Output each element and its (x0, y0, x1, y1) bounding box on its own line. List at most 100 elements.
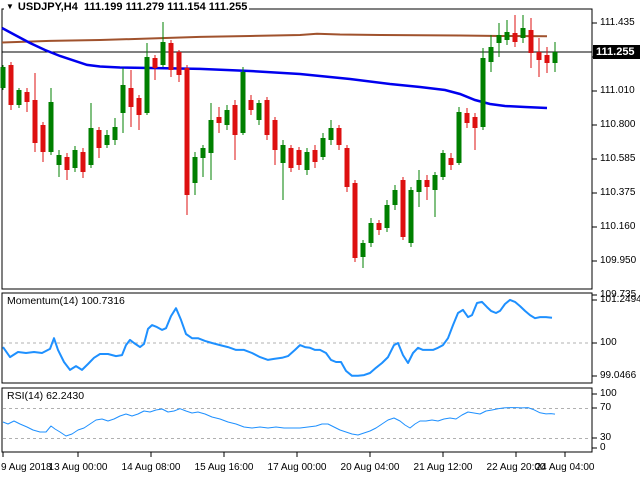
candle-body-bull (392, 190, 398, 205)
candle-body-bull (384, 204, 390, 228)
candle-body-bull (88, 127, 94, 165)
candle-body-bull (416, 179, 422, 192)
candle-body-bull (320, 138, 326, 157)
rsi-axis-label: 100 (600, 388, 617, 399)
candle-wick (202, 144, 204, 177)
candle-body-bull (456, 111, 462, 163)
momentum-indicator-label: Momentum(14) 100.7316 (6, 295, 126, 307)
candle-body-bear (128, 87, 134, 107)
candle-body-bull (488, 47, 494, 63)
candle-body-bull (56, 155, 62, 165)
candle-body-bull (0, 67, 6, 88)
candle-body-bull (112, 127, 118, 140)
candle-body-bull (480, 58, 486, 127)
price-axis-label: 111.435 (600, 17, 635, 28)
candle-body-bull (408, 190, 414, 243)
candle-body-bull (520, 27, 526, 39)
price-axis-label: 110.375 (600, 187, 636, 198)
candle-body-bear (136, 98, 142, 115)
momentum-axis-label: 99.0466 (600, 370, 637, 381)
price-axis-label: 109.735 (600, 289, 637, 300)
candle-body-bull (120, 84, 126, 113)
current-price-badge: 111.255 (593, 45, 640, 59)
symbol-dropdown-icon[interactable]: ▼ (6, 2, 14, 11)
candle-body-bear (536, 51, 542, 60)
candle-body-bull (224, 110, 230, 125)
ohlc-values-label: 111.199 111.279 111.154 111.255 (83, 1, 248, 13)
time-axis-label: 22 Aug 20:00 (486, 462, 546, 473)
candle-body-bear (376, 223, 382, 231)
rsi-panel-frame (1, 387, 593, 453)
candle-body-bull (304, 151, 310, 171)
rsi-indicator-label: RSI(14) 62.2430 (6, 390, 86, 402)
candle-body-bear (312, 150, 318, 163)
candle-body-bull (440, 152, 446, 177)
price-axis-label: 111.010 (600, 85, 635, 96)
rsi-axis-label: 70 (600, 402, 612, 413)
candle-body-bull (240, 71, 246, 133)
candle-body-bear (288, 147, 294, 168)
candle-body-bull (16, 90, 22, 105)
candle-body-bear (448, 158, 454, 165)
candle-body-bull (504, 31, 510, 40)
price-axis-label: 110.585 (600, 153, 636, 164)
momentum-panel-frame (1, 292, 593, 384)
candle-wick (434, 171, 436, 217)
candle-body-bull (72, 150, 78, 168)
candle-body-bear (168, 43, 174, 71)
candle-body-bear (336, 127, 342, 145)
candle-body-bear (464, 112, 470, 123)
candle-body-bear (544, 55, 550, 63)
candle-body-bull (48, 102, 54, 152)
candle-body-bull (552, 51, 558, 63)
candle-body-bull (104, 135, 110, 145)
momentum-axis-label: 101.2494 (600, 294, 640, 305)
candle-wick (474, 112, 476, 151)
candle-body-bull (368, 223, 374, 243)
candle-body-bear (216, 116, 222, 123)
candle-body-bear (264, 99, 270, 135)
candle-body-bull (432, 175, 438, 191)
candle-body-bull (360, 243, 366, 257)
rsi-axis-label: 30 (600, 432, 612, 443)
current-price-value: 111.255 (596, 46, 635, 58)
candle-body-bear (472, 116, 478, 128)
candle-body-bear (176, 51, 182, 75)
candle-body-bear (296, 150, 302, 165)
candle-body-bear (248, 99, 254, 111)
rsi-axis-label: 0 (600, 442, 606, 453)
rsi-line (2, 407, 556, 437)
candle-body-bull (160, 42, 166, 65)
time-axis-label: 9 Aug 2018 (1, 462, 52, 473)
candle-body-bear (344, 147, 350, 187)
price-axis-label: 110.800 (600, 119, 636, 130)
candle-body-bull (496, 35, 502, 43)
candle-body-bear (352, 183, 358, 259)
candle-body-bear (8, 64, 14, 105)
candle-body-bear (424, 179, 430, 187)
candle-body-bear (400, 179, 406, 237)
time-axis-label: 15 Aug 16:00 (194, 462, 254, 473)
momentum-axis-label: 100 (600, 337, 617, 348)
time-axis-label: 14 Aug 08:00 (121, 462, 181, 473)
time-axis-label: 21 Aug 12:00 (413, 462, 473, 473)
momentum-line (2, 298, 553, 377)
candle-wick (426, 175, 428, 200)
candle-body-bull (256, 103, 262, 120)
candle-body-bear (184, 67, 190, 195)
price-axis-label: 109.950 (600, 255, 637, 266)
fast-ma-line (1, 26, 548, 110)
candle-body-bull (280, 144, 286, 163)
candle-body-bull (192, 156, 198, 183)
candle-body-bear (232, 104, 238, 135)
candle-body-bear (80, 151, 86, 172)
chart-title: ▼ USDJPY,H4 111.199 111.279 111.154 111.2… (4, 1, 250, 13)
candle-body-bull (328, 127, 334, 140)
symbol-period-label: USDJPY,H4 (17, 1, 78, 13)
candle-body-bear (32, 99, 38, 143)
candle-body-bear (272, 119, 278, 151)
candle-body-bear (96, 130, 102, 148)
main-panel-frame (1, 8, 593, 290)
